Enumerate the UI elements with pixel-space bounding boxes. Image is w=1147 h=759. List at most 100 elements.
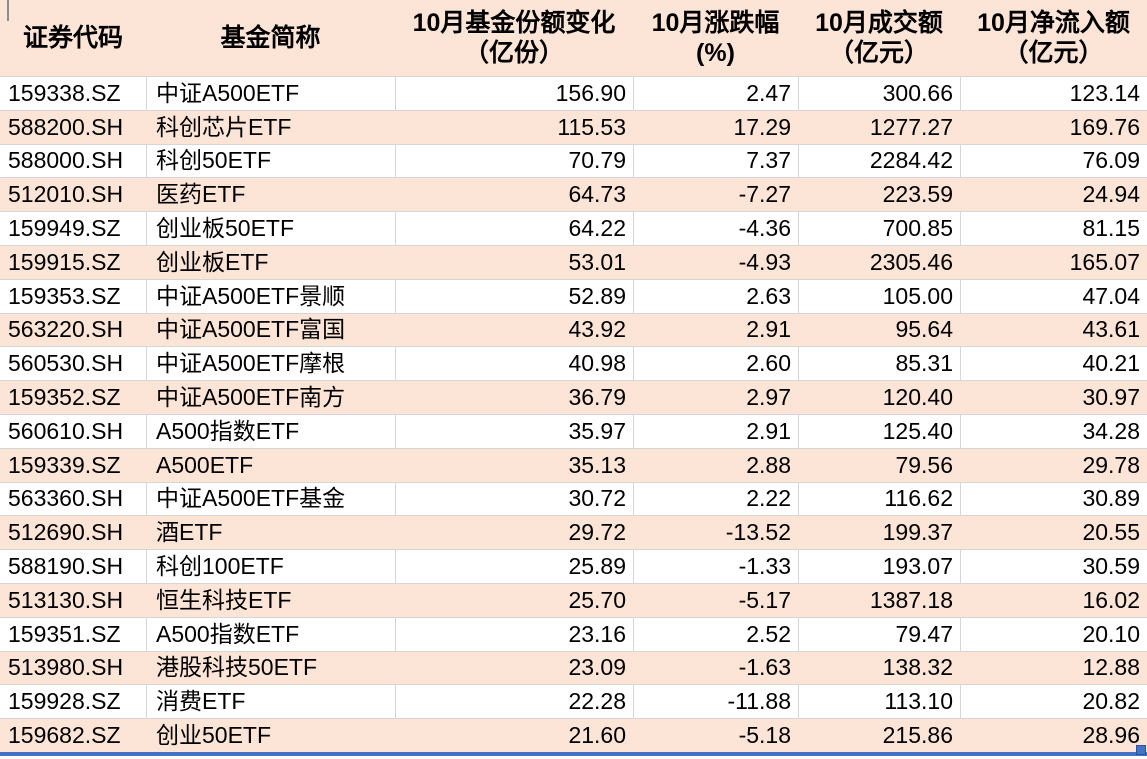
cell-code[interactable]: 159949.SZ xyxy=(8,215,121,242)
cell-pct_change[interactable]: -7.27 xyxy=(738,181,791,208)
cell-pct_change[interactable]: 2.47 xyxy=(633,77,798,110)
cell-turnover[interactable]: 223.59 xyxy=(882,181,953,208)
table-row[interactable]: 588190.SH 科创100ETF 25.89 -1.33 193.07 30.59 xyxy=(0,550,1147,584)
cell-pct_change[interactable]: 7.37 xyxy=(633,144,798,178)
cell-code[interactable]: 159928.SZ xyxy=(8,688,121,715)
cell-net_inflow[interactable]: 29.78 xyxy=(1082,451,1140,478)
column-header-turnover[interactable]: 10月成交额 （亿元） xyxy=(798,0,960,76)
cell-pct_change[interactable]: 2.22 xyxy=(633,482,798,516)
cell-share_change[interactable]: 23.09 xyxy=(568,654,626,681)
cell-share_change[interactable]: 64.22 xyxy=(395,212,633,245)
table-row[interactable]: 563360.SH 中证A500ETF基金 30.72 2.22 116.62 30.89 xyxy=(0,482,1147,517)
column-header-code[interactable]: 证券代码 xyxy=(0,0,146,76)
table-row[interactable]: 513980.SH 港股科技50ETF 23.09 -1.63 138.32 12.88 xyxy=(0,651,1147,686)
cell-turnover[interactable]: 215.86 xyxy=(882,722,953,749)
cell-name[interactable]: 创业板ETF xyxy=(156,248,269,275)
cell-share_change[interactable]: 22.28 xyxy=(395,685,633,719)
cell-code[interactable]: 159682.SZ xyxy=(8,722,121,749)
cell-name[interactable]: A500指数ETF xyxy=(146,617,395,651)
table-row[interactable]: 513130.SH 恒生科技ETF 25.70 -5.17 1387.18 16.02 xyxy=(0,583,1147,618)
cell-net_inflow[interactable]: 16.02 xyxy=(1082,586,1140,613)
cell-share_change[interactable]: 52.89 xyxy=(395,279,633,313)
cell-share_change[interactable]: 23.16 xyxy=(395,617,633,651)
cell-pct_change[interactable]: -13.52 xyxy=(725,519,791,546)
cell-name[interactable]: 酒ETF xyxy=(156,519,223,546)
cell-turnover[interactable]: 120.40 xyxy=(882,384,953,411)
cell-pct_change[interactable]: 2.52 xyxy=(633,617,798,651)
cell-code[interactable]: 588000.SH xyxy=(8,147,124,174)
cell-name[interactable]: 创业板50ETF xyxy=(146,212,395,245)
cell-net_inflow[interactable]: 47.04 xyxy=(960,279,1147,313)
cell-pct_change[interactable]: 2.63 xyxy=(633,279,798,313)
column-header-pct_change[interactable]: 10月涨跌幅 (%) xyxy=(633,0,798,76)
table-row[interactable]: 512690.SH 酒ETF 29.72 -13.52 199.37 20.55 xyxy=(0,516,1147,551)
cell-net_inflow[interactable]: 165.07 xyxy=(1069,248,1140,275)
cell-code[interactable]: 563220.SH xyxy=(8,316,124,343)
cell-name[interactable]: 中证A500ETF xyxy=(146,77,395,110)
column-header-share_change[interactable]: 10月基金份额变化 （亿份） xyxy=(395,0,633,76)
cell-turnover[interactable]: 1277.27 xyxy=(869,113,953,140)
cell-code[interactable]: 512010.SH xyxy=(8,181,124,208)
cell-turnover[interactable]: 105.00 xyxy=(798,279,960,313)
cell-share_change[interactable]: 21.60 xyxy=(568,722,626,749)
cell-name[interactable]: 医药ETF xyxy=(156,181,246,208)
cell-net_inflow[interactable]: 30.97 xyxy=(1082,384,1140,411)
cell-name[interactable]: 科创50ETF xyxy=(146,144,395,178)
table-row[interactable]: 159339.SZ A500ETF 35.13 2.88 79.56 29.78 xyxy=(0,448,1147,483)
cell-pct_change[interactable]: 2.88 xyxy=(746,451,791,478)
cell-code[interactable]: 159352.SZ xyxy=(8,384,121,411)
cell-share_change[interactable]: 25.70 xyxy=(568,586,626,613)
cell-code[interactable]: 560610.SH xyxy=(8,417,124,444)
cell-share_change[interactable]: 70.79 xyxy=(395,144,633,178)
table-row[interactable]: 159928.SZ 消费ETF 22.28 -11.88 113.10 20.82 xyxy=(0,685,1147,720)
cell-share_change[interactable]: 25.89 xyxy=(395,550,633,583)
table-row[interactable]: 588200.SH 科创芯片ETF 115.53 17.29 1277.27 169.76 xyxy=(0,110,1147,145)
cell-name[interactable]: 中证A500ETF富国 xyxy=(156,316,346,343)
table-row[interactable]: 159338.SZ 中证A500ETF 156.90 2.47 300.66 123.14 xyxy=(0,77,1147,111)
table-row[interactable]: 159351.SZ A500指数ETF 23.16 2.52 79.47 20.10 xyxy=(0,617,1147,652)
cell-name[interactable]: 科创100ETF xyxy=(146,550,395,583)
cell-code[interactable]: 159338.SZ xyxy=(8,79,121,106)
cell-net_inflow[interactable]: 123.14 xyxy=(960,77,1147,110)
cell-code[interactable]: 560530.SH xyxy=(8,350,124,377)
cell-share_change[interactable]: 115.53 xyxy=(557,113,626,140)
cell-share_change[interactable]: 36.79 xyxy=(568,384,626,411)
cell-share_change[interactable]: 43.92 xyxy=(568,316,626,343)
table-row[interactable]: 159352.SZ 中证A500ETF南方 36.79 2.97 120.40 30.97 xyxy=(0,381,1147,415)
cell-pct_change[interactable]: -1.33 xyxy=(633,550,798,583)
cell-net_inflow[interactable]: 12.88 xyxy=(1082,654,1140,681)
cell-pct_change[interactable]: -11.88 xyxy=(633,685,798,719)
cell-code[interactable]: 159915.SZ xyxy=(8,248,121,275)
table-row[interactable]: 159915.SZ 创业板ETF 53.01 -4.93 2305.46 165.07 xyxy=(0,245,1147,280)
cell-turnover[interactable]: 193.07 xyxy=(798,550,960,583)
cell-pct_change[interactable]: 2.91 xyxy=(633,414,798,448)
cell-pct_change[interactable]: 2.97 xyxy=(746,384,791,411)
cell-name[interactable]: 恒生科技ETF xyxy=(156,586,292,613)
cell-code[interactable]: 563360.SH xyxy=(8,485,124,512)
cell-code[interactable]: 588200.SH xyxy=(8,113,124,140)
cell-code[interactable]: 588190.SH xyxy=(8,553,124,580)
cell-net_inflow[interactable]: 20.55 xyxy=(1082,519,1140,546)
cell-pct_change[interactable]: -5.18 xyxy=(738,722,791,749)
cell-code[interactable]: 159351.SZ xyxy=(8,620,121,647)
cell-pct_change[interactable]: -1.63 xyxy=(738,654,791,681)
cell-net_inflow[interactable]: 28.96 xyxy=(1082,722,1140,749)
table-row[interactable]: 159353.SZ 中证A500ETF景顺 52.89 2.63 105.00 47.04 xyxy=(0,279,1147,314)
cell-name[interactable]: 港股科技50ETF xyxy=(156,654,318,681)
table-row[interactable]: 560610.SH A500指数ETF 35.97 2.91 125.40 34.28 xyxy=(0,414,1147,449)
cell-pct_change[interactable]: 17.29 xyxy=(733,113,791,140)
cell-code[interactable]: 513980.SH xyxy=(8,654,124,681)
cell-code[interactable]: 513130.SH xyxy=(8,586,124,613)
cell-code[interactable]: 512690.SH xyxy=(8,519,124,546)
cell-turnover[interactable]: 95.64 xyxy=(895,316,953,343)
column-header-net_inflow[interactable]: 10月净流入额 （亿元） xyxy=(960,0,1147,76)
cell-turnover[interactable]: 113.10 xyxy=(798,685,960,719)
table-row[interactable]: 563220.SH 中证A500ETF富国 43.92 2.91 95.64 43.61 xyxy=(0,313,1147,348)
cell-pct_change[interactable]: -4.93 xyxy=(738,248,791,275)
cell-share_change[interactable]: 30.72 xyxy=(395,482,633,516)
cell-net_inflow[interactable]: 169.76 xyxy=(1069,113,1140,140)
cell-turnover[interactable]: 116.62 xyxy=(798,482,960,516)
cell-share_change[interactable]: 40.98 xyxy=(395,347,633,381)
cell-turnover[interactable]: 138.32 xyxy=(882,654,953,681)
cell-net_inflow[interactable]: 20.10 xyxy=(960,617,1147,651)
